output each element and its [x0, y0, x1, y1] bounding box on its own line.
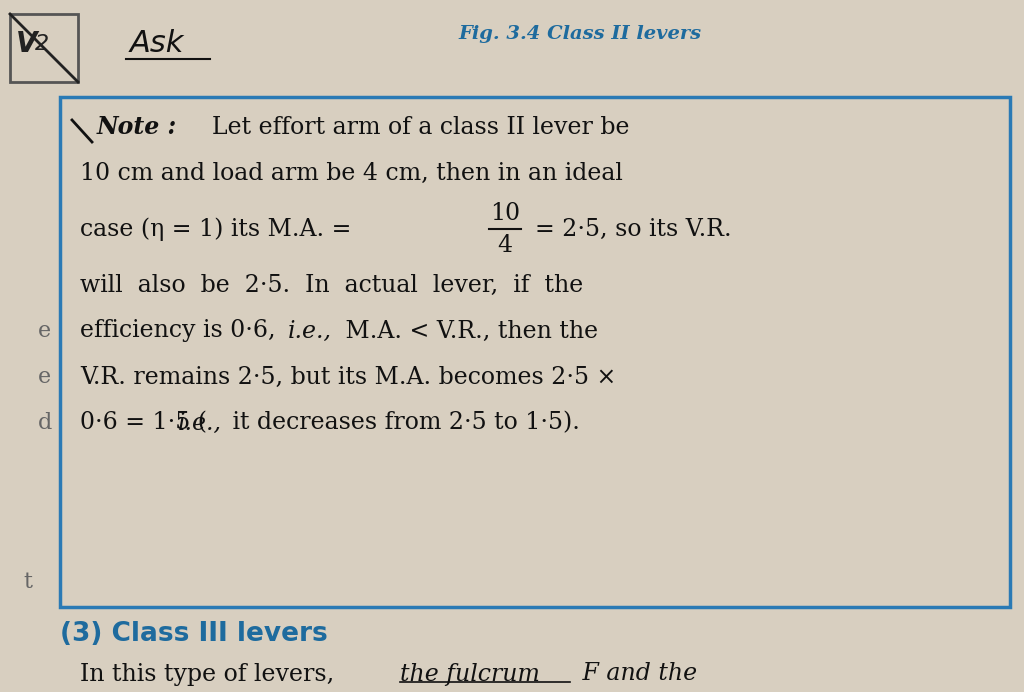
- Text: i.e.,: i.e.,: [288, 320, 332, 343]
- Text: 10: 10: [489, 201, 520, 224]
- Text: the fulcrum: the fulcrum: [400, 662, 540, 686]
- Text: e: e: [38, 366, 51, 388]
- Text: Note :: Note :: [97, 115, 177, 139]
- Text: Fig. 3.4 Class II levers: Fig. 3.4 Class II levers: [459, 25, 701, 43]
- Bar: [60, 97, 1010, 607]
- Text: M.A. < V.R., then the: M.A. < V.R., then the: [338, 320, 598, 343]
- Text: i.e.,: i.e.,: [178, 412, 222, 435]
- Text: 10 cm and load arm be 4 cm, then in an ideal: 10 cm and load arm be 4 cm, then in an i…: [80, 161, 623, 185]
- Bar: [10, 14, 78, 82]
- Text: Ask: Ask: [130, 30, 184, 59]
- Text: 4: 4: [498, 233, 513, 257]
- Text: Let effort arm of a class II lever be: Let effort arm of a class II lever be: [212, 116, 630, 138]
- Text: will  also  be  2·5.  In  actual  lever,  if  the: will also be 2·5. In actual lever, if th…: [80, 273, 584, 296]
- Text: efficiency is 0·6,: efficiency is 0·6,: [80, 320, 283, 343]
- Text: d: d: [38, 412, 52, 434]
- Text: V: V: [16, 30, 38, 58]
- Text: 2: 2: [35, 34, 49, 54]
- Text: case (η = 1) its M.A. =: case (η = 1) its M.A. =: [80, 217, 358, 241]
- Text: e: e: [38, 320, 51, 342]
- Text: 0·6 = 1·5 (: 0·6 = 1·5 (: [80, 412, 207, 435]
- Text: V.R. remains 2·5, but its M.A. becomes 2·5 ×: V.R. remains 2·5, but its M.A. becomes 2…: [80, 365, 616, 388]
- Text: In this type of levers,: In this type of levers,: [80, 662, 342, 686]
- Text: (3) Class III levers: (3) Class III levers: [60, 621, 328, 647]
- Text: F and the: F and the: [575, 662, 697, 686]
- Text: t: t: [23, 571, 32, 593]
- Text: = 2·5, so its V.R.: = 2·5, so its V.R.: [535, 217, 731, 241]
- Text: it decreases from 2·5 to 1·5).: it decreases from 2·5 to 1·5).: [225, 412, 580, 435]
